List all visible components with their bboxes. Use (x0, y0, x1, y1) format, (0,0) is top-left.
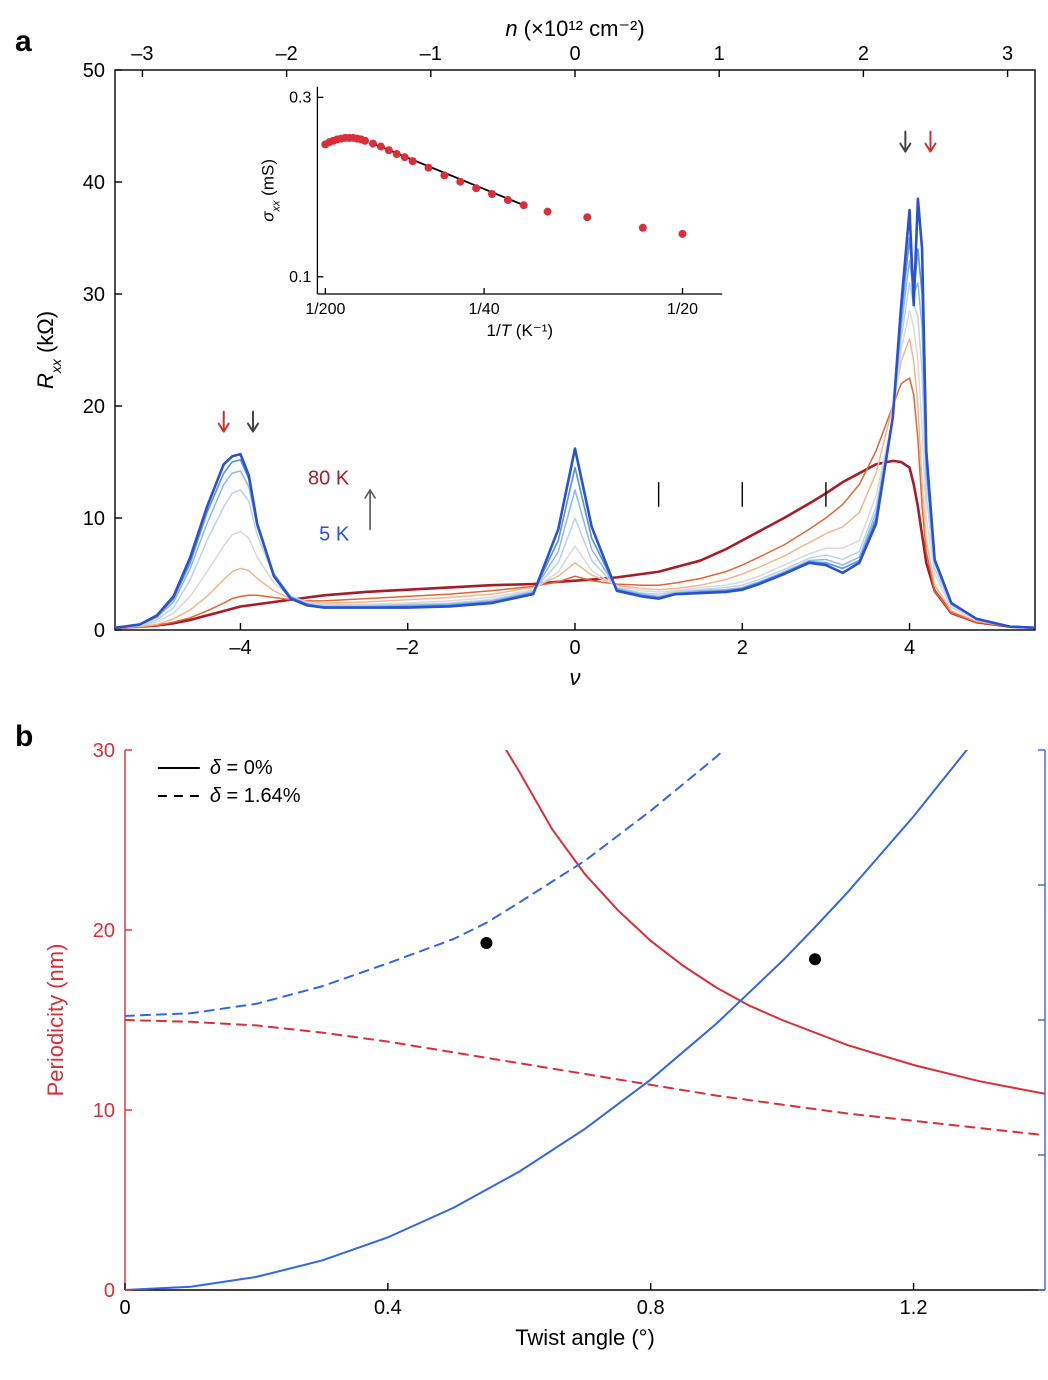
svg-text:Periodicity (nm): Periodicity (nm) (43, 944, 68, 1097)
svg-text:30: 30 (83, 284, 105, 306)
svg-text:0: 0 (94, 620, 105, 642)
svg-text:Twist angle (°): Twist angle (°) (515, 1325, 655, 1350)
svg-text:–4: –4 (229, 637, 251, 659)
svg-text:σxx (mS): σxx (mS) (258, 159, 282, 222)
svg-text:5 K: 5 K (319, 523, 350, 545)
svg-text:0: 0 (569, 637, 580, 659)
svg-text:δ = 1.64%: δ = 1.64% (210, 785, 301, 807)
svg-text:1/T (K⁻¹): 1/T (K⁻¹) (486, 321, 553, 340)
svg-text:0: 0 (119, 1297, 130, 1319)
svg-text:Rxx (kΩ): Rxx (kΩ) (33, 311, 64, 389)
svg-text:–1: –1 (420, 43, 442, 65)
svg-text:1: 1 (714, 43, 725, 65)
svg-text:1/40: 1/40 (469, 301, 500, 318)
panel-b-chart: 00.40.81.2010203001234Twist angle (°)Per… (20, 730, 1048, 1360)
svg-text:0: 0 (569, 43, 580, 65)
svg-text:0.3: 0.3 (289, 89, 311, 106)
svg-text:0.1: 0.1 (289, 269, 311, 286)
svg-text:–3: –3 (131, 43, 153, 65)
svg-text:0.8: 0.8 (637, 1297, 665, 1319)
svg-text:30: 30 (93, 740, 115, 762)
svg-text:10: 10 (93, 1100, 115, 1122)
svg-text:1/200: 1/200 (305, 301, 345, 318)
svg-text:–2: –2 (397, 637, 419, 659)
svg-text:4: 4 (904, 637, 915, 659)
svg-text:δ = 0%: δ = 0% (210, 757, 273, 779)
panel-a-chart: –4–2024–3–2–1012301020304050Rxx (kΩ)νn (… (20, 20, 1048, 700)
svg-text:3: 3 (1002, 43, 1013, 65)
svg-text:1.2: 1.2 (900, 1297, 928, 1319)
svg-text:–2: –2 (275, 43, 297, 65)
panel-a-label: a (15, 25, 32, 59)
svg-text:1/20: 1/20 (667, 301, 698, 318)
svg-text:ν: ν (570, 665, 581, 690)
panel-a-inset: 0.1 0.3 1/200 1/40 1/20 σxx (mS) 1/T (K⁻¹) (258, 87, 722, 340)
svg-text:20: 20 (93, 920, 115, 942)
svg-text:0.4: 0.4 (374, 1297, 402, 1319)
svg-text:2: 2 (858, 43, 869, 65)
svg-text:20: 20 (83, 396, 105, 418)
svg-text:n (×10¹² cm⁻²): n (×10¹² cm⁻²) (505, 20, 644, 41)
svg-text:0: 0 (104, 1280, 115, 1302)
svg-text:10: 10 (83, 508, 105, 530)
svg-text:80 K: 80 K (308, 467, 350, 489)
svg-text:40: 40 (83, 172, 105, 194)
svg-text:50: 50 (83, 60, 105, 82)
svg-text:2: 2 (737, 637, 748, 659)
panel-b-label: b (15, 720, 33, 754)
